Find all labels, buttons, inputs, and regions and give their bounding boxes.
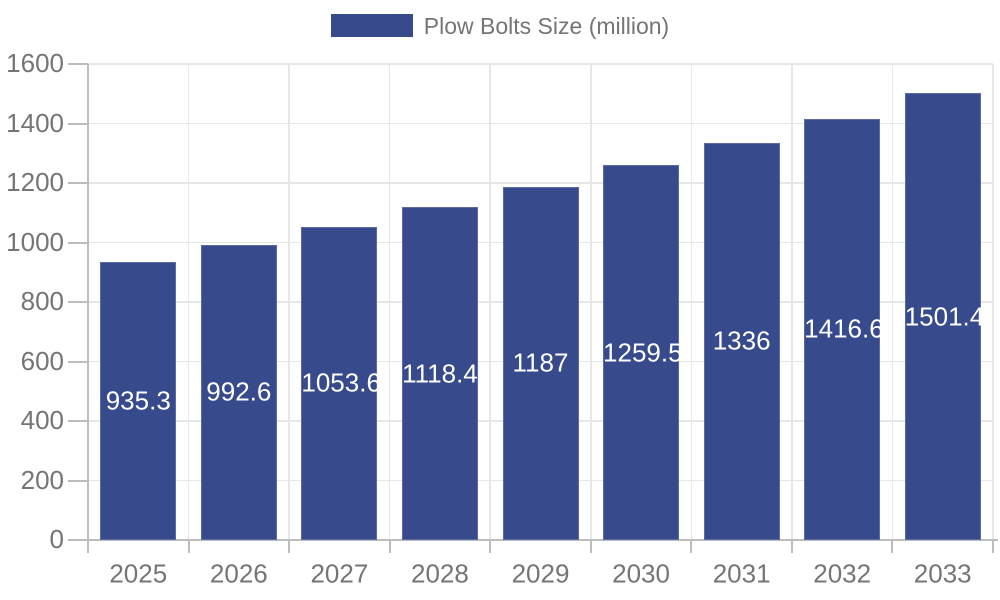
x-gridline (690, 64, 693, 540)
bar-value-label: 1259.5 (603, 337, 683, 368)
x-gridline (891, 64, 894, 540)
bar-value-label: 1416.6 (804, 313, 884, 344)
y-axis-tick (68, 63, 88, 65)
bar-2026: 992.6 (200, 244, 277, 540)
y-gridline (88, 182, 993, 184)
y-axis-tick-label: 200 (20, 464, 64, 495)
y-gridline (88, 63, 993, 65)
bar-value-label: 1118.4 (402, 358, 478, 389)
x-axis-tick (992, 540, 994, 553)
bar-value-label: 935.3 (105, 385, 171, 416)
y-axis-tick-label: 800 (20, 285, 64, 316)
y-axis-tick (68, 360, 88, 363)
x-axis-tick (790, 540, 793, 553)
x-axis-tick-label: 2032 (813, 558, 872, 589)
x-axis-tick (87, 540, 89, 553)
y-axis-tick (68, 539, 88, 541)
x-gridline (992, 64, 994, 540)
bar-value-label: 1501.4 (904, 301, 985, 332)
y-axis-tick-label: 0 (49, 523, 64, 554)
x-axis-tick (690, 540, 693, 553)
y-axis-tick-label: 1400 (6, 107, 64, 138)
y-axis-tick (68, 479, 88, 482)
x-axis-tick-label: 2026 (209, 558, 268, 589)
y-axis-tick (68, 122, 88, 125)
x-gridline (388, 64, 391, 540)
x-axis-tick (288, 540, 291, 553)
legend-item[interactable]: Plow Bolts Size (million) (0, 13, 1000, 39)
bar-value-label: 1336 (712, 325, 771, 356)
x-axis-tick (388, 540, 391, 553)
x-gridline (590, 64, 592, 540)
bar-value-label: 992.6 (206, 376, 272, 407)
y-axis-tick-label: 1200 (6, 166, 64, 197)
x-gridline (288, 64, 290, 540)
bar-value-label: 1053.6 (301, 367, 381, 398)
bar-value-label: 1187 (512, 347, 569, 378)
y-axis-tick (68, 241, 88, 244)
y-axis-tick (68, 420, 88, 422)
x-axis-tick-label: 2027 (310, 558, 369, 589)
x-axis-tick-label: 2029 (511, 558, 570, 589)
y-axis-line (87, 64, 89, 542)
x-axis-tick-label: 2025 (109, 558, 168, 589)
x-axis-tick (489, 540, 492, 553)
bar-2027: 1053.6 (301, 226, 381, 540)
x-axis-line (88, 539, 998, 541)
x-axis-tick-label: 2033 (913, 558, 972, 589)
y-axis-tick (68, 182, 88, 184)
legend-label: Plow Bolts Size (million) (423, 13, 670, 39)
x-axis-tick (589, 540, 592, 553)
x-axis-tick (891, 540, 894, 553)
x-axis-tick-label: 2031 (712, 558, 771, 589)
bar-2033: 1501.4 (904, 93, 985, 540)
x-axis-tick (187, 540, 190, 553)
y-axis-tick-label: 400 (20, 404, 64, 435)
bar-2028: 1118.4 (401, 207, 478, 540)
bar-2031: 1336 (703, 142, 780, 540)
bar-2029: 1187 (502, 186, 579, 540)
bar-2025: 935.3 (100, 261, 177, 540)
y-axis-tick-label: 1600 (6, 47, 64, 78)
legend-swatch-icon (330, 14, 413, 37)
y-axis-tick-label: 600 (20, 345, 64, 376)
x-gridline (187, 64, 190, 540)
bar-2030: 1259.5 (603, 165, 683, 540)
bar-2032: 1416.6 (804, 118, 884, 540)
y-axis-tick (68, 301, 88, 303)
x-axis-tick-label: 2030 (612, 558, 670, 589)
x-axis-tick-label: 2028 (411, 558, 469, 589)
x-gridline (791, 64, 793, 540)
x-gridline (489, 64, 491, 540)
y-axis-tick-label: 1000 (6, 226, 64, 257)
y-gridline (88, 122, 993, 125)
